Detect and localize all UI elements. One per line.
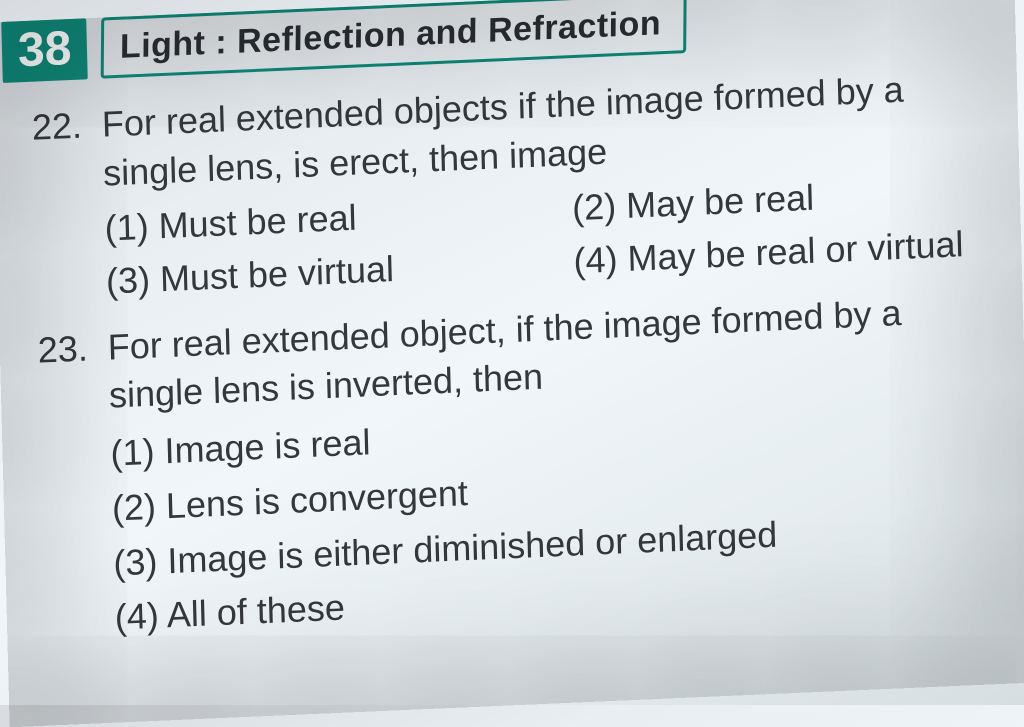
chapter-number-badge: 38 — [1, 18, 88, 83]
question-options: (1) Image is real (2) Lens is convergent… — [110, 391, 1021, 642]
question-number: 22. — [23, 102, 83, 202]
question-number: 23. — [29, 324, 89, 424]
chapter-title: Light : Reflection and Refraction — [120, 4, 661, 67]
chapter-title-box: Light : Reflection and Refraction — [101, 0, 687, 79]
page: 38 Light : Reflection and Refraction 22.… — [0, 0, 1024, 727]
question-22: 22. For real extended objects if the ima… — [23, 61, 1011, 309]
chapter-number: 38 — [17, 24, 72, 74]
question-23: 23. For real extended object, if the ima… — [29, 284, 1020, 645]
